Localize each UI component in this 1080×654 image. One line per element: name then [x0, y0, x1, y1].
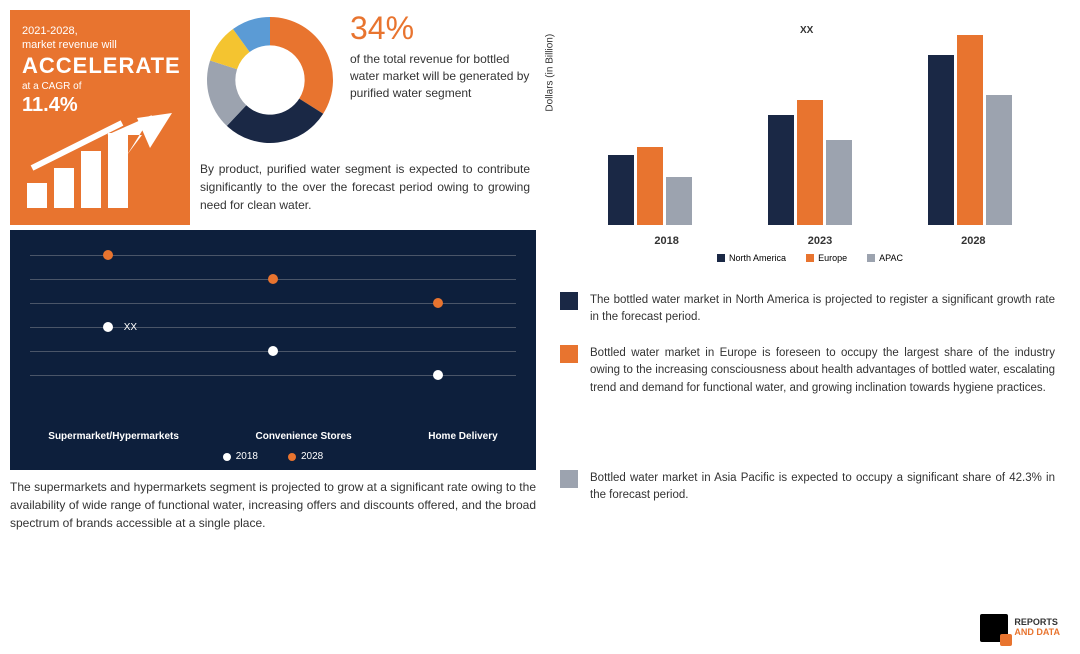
bar: [797, 100, 823, 225]
x-label: 2018: [654, 235, 678, 247]
legend-dot: [288, 453, 296, 461]
bar-group: [768, 100, 852, 225]
cagr-period: 2021-2028,: [22, 25, 178, 37]
cagr-label: at a CAGR of: [22, 81, 178, 92]
bar: [826, 140, 852, 225]
legend-square: [806, 254, 814, 262]
legend-item: Europe: [806, 253, 847, 263]
category-label: Supermarket/Hypermarkets: [48, 431, 179, 442]
legend-item: 2018: [223, 451, 258, 462]
cagr-box: 2021-2028, market revenue will ACCELERAT…: [10, 10, 190, 225]
data-point: [268, 274, 278, 284]
donut-chart: [200, 10, 340, 150]
donut-stat: 34% of the total revenue for bottled wat…: [350, 10, 530, 101]
dot-chart: XX: [30, 245, 516, 395]
legend-label: North America: [729, 253, 786, 263]
growth-chart-icon: [22, 113, 177, 213]
region-text: The bottled water market in North Americ…: [590, 292, 1055, 327]
x-labels: 2018 2023 2028: [590, 235, 1050, 247]
data-point: [103, 250, 113, 260]
bar: [928, 55, 954, 225]
distribution-text: The supermarkets and hypermarkets segmen…: [10, 478, 536, 532]
bar: [986, 95, 1012, 225]
bar: [608, 155, 634, 225]
legend-label: APAC: [879, 253, 903, 263]
region-marker: [560, 292, 578, 310]
xx-annotation: XX: [124, 322, 137, 333]
cagr-market: market revenue will: [22, 39, 178, 51]
legend-label: Europe: [818, 253, 847, 263]
dot-categories: Supermarket/Hypermarkets Convenience Stor…: [10, 431, 536, 442]
x-label: 2028: [961, 235, 985, 247]
y-axis-label: Dollars (in Billion): [545, 34, 556, 112]
donut-slice: [270, 17, 333, 114]
bar: [637, 147, 663, 225]
logo-text: REPORTS AND DATA: [1014, 618, 1060, 638]
legend-item: North America: [717, 253, 786, 263]
bar-legend: North America Europe APAC: [560, 253, 1060, 263]
donut-stat-text: of the total revenue for bottled water m…: [350, 51, 530, 101]
data-point: [103, 322, 113, 332]
legend-item: APAC: [867, 253, 903, 263]
donut-pct: 34%: [350, 10, 530, 47]
donut-description: By product, purified water segment is ex…: [200, 160, 530, 214]
logo-icon: [980, 614, 1008, 642]
bar-area: XX 201820232028: [590, 25, 1050, 225]
logo-line2: AND DATA: [1014, 628, 1060, 638]
bar-xx-label: XX: [800, 25, 813, 36]
category-label: Convenience Stores: [255, 431, 351, 442]
distribution-panel: XX Supermarket/Hypermarkets Convenience S…: [10, 230, 536, 470]
region-text: Bottled water market in Asia Pacific is …: [590, 470, 1055, 505]
legend-item: 2028: [288, 451, 323, 462]
legend-dot: [223, 453, 231, 461]
bar-group: [928, 35, 1012, 225]
logo: REPORTS AND DATA: [980, 614, 1060, 642]
data-point: [433, 370, 443, 380]
dot-legend: 2018 2028: [10, 451, 536, 462]
donut-section: 34% of the total revenue for bottled wat…: [200, 10, 535, 225]
data-point: [433, 298, 443, 308]
region-text: Bottled water market in Europe is forese…: [590, 345, 1055, 397]
bar-group: [608, 147, 692, 225]
region-marker: [560, 470, 578, 488]
region-marker: [560, 345, 578, 363]
legend-square: [867, 254, 875, 262]
cagr-accelerate: ACCELERATE: [22, 53, 178, 79]
bar: [957, 35, 983, 225]
x-label: 2023: [808, 235, 832, 247]
legend-label: 2028: [301, 451, 323, 462]
bar: [768, 115, 794, 225]
legend-label: 2018: [236, 451, 258, 462]
bar: [666, 177, 692, 225]
data-point: [268, 346, 278, 356]
category-label: Home Delivery: [428, 431, 497, 442]
legend-square: [717, 254, 725, 262]
bar-chart: Dollars (in Billion) XX 201820232028 Nor…: [560, 15, 1060, 275]
